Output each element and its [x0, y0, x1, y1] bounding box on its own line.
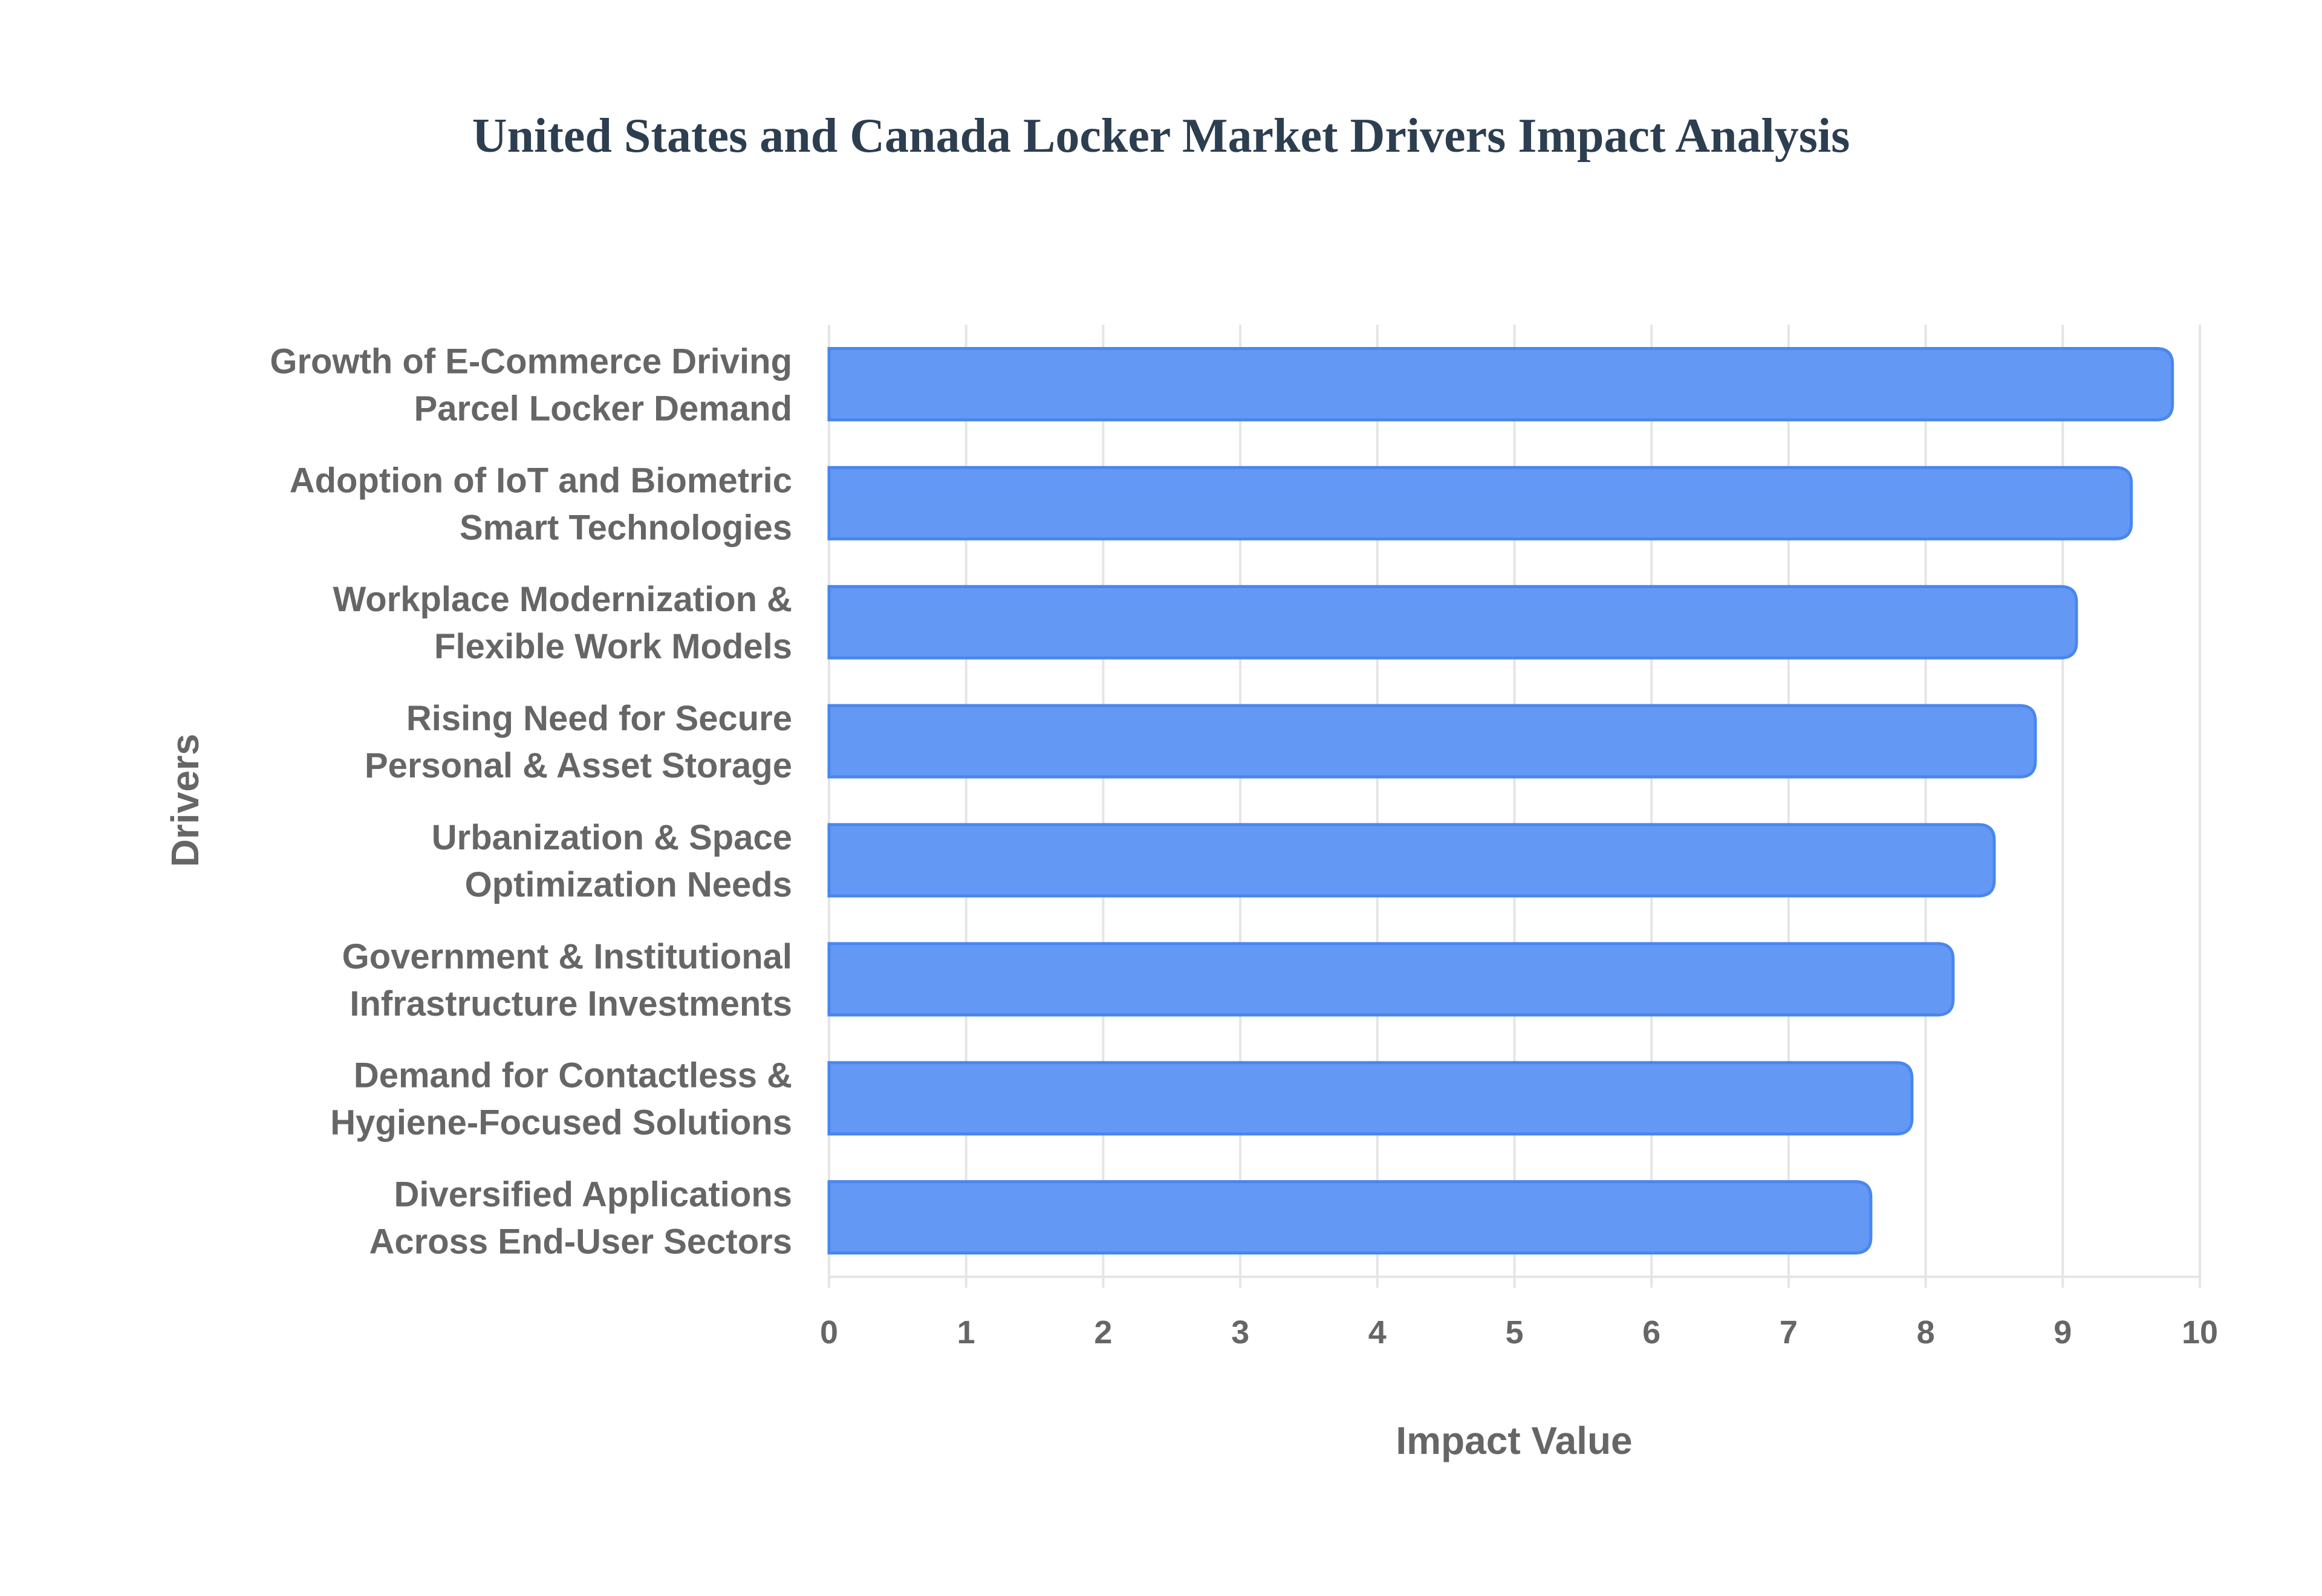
- category-label: Flexible Work Models: [434, 627, 792, 666]
- category-label: Smart Technologies: [460, 508, 792, 547]
- category-label: Government & Institutional: [342, 937, 792, 976]
- bar[interactable]: [827, 823, 1996, 898]
- category-label: Demand for Contactless &: [354, 1056, 792, 1095]
- y-axis-title: Drivers: [163, 734, 207, 868]
- x-tick-label: 0: [820, 1314, 838, 1351]
- x-tick-label: 9: [2054, 1314, 2072, 1351]
- category-label: Workplace Modernization &: [333, 580, 792, 619]
- bar[interactable]: [827, 942, 1955, 1017]
- bar[interactable]: [827, 1061, 1914, 1136]
- x-tick-label: 10: [2182, 1314, 2218, 1351]
- category-label: Growth of E-Commerce Driving: [270, 342, 792, 381]
- category-label: Adoption of IoT and Biometric: [290, 461, 792, 500]
- category-label: Across End-User Sectors: [369, 1222, 792, 1262]
- category-label: Optimization Needs: [465, 865, 792, 904]
- x-tick-label: 1: [957, 1314, 975, 1351]
- x-tick-label: 4: [1368, 1314, 1387, 1351]
- x-tick-label: 6: [1642, 1314, 1660, 1351]
- category-label: Personal & Asset Storage: [365, 746, 792, 785]
- bar[interactable]: [827, 585, 2078, 660]
- x-tick-label: 3: [1231, 1314, 1249, 1351]
- bar[interactable]: [827, 704, 2037, 779]
- category-label: Parcel Locker Demand: [414, 389, 792, 428]
- category-label: Urbanization & Space: [432, 818, 792, 857]
- bar[interactable]: [827, 346, 2174, 421]
- category-label: Rising Need for Secure: [406, 699, 792, 738]
- bar[interactable]: [827, 465, 2133, 540]
- bar[interactable]: [827, 1180, 1873, 1255]
- x-axis-title: Impact Value: [1396, 1419, 1632, 1462]
- category-label: Diversified Applications: [394, 1175, 792, 1215]
- chart-title: United States and Canada Locker Market D…: [472, 109, 1850, 163]
- x-tick-label: 7: [1780, 1314, 1798, 1351]
- x-tick-label: 8: [1917, 1314, 1935, 1351]
- category-label: Hygiene-Focused Solutions: [330, 1103, 792, 1143]
- x-tick-label: 2: [1094, 1314, 1112, 1351]
- category-label: Infrastructure Investments: [350, 984, 792, 1023]
- x-tick-label: 5: [1505, 1314, 1523, 1351]
